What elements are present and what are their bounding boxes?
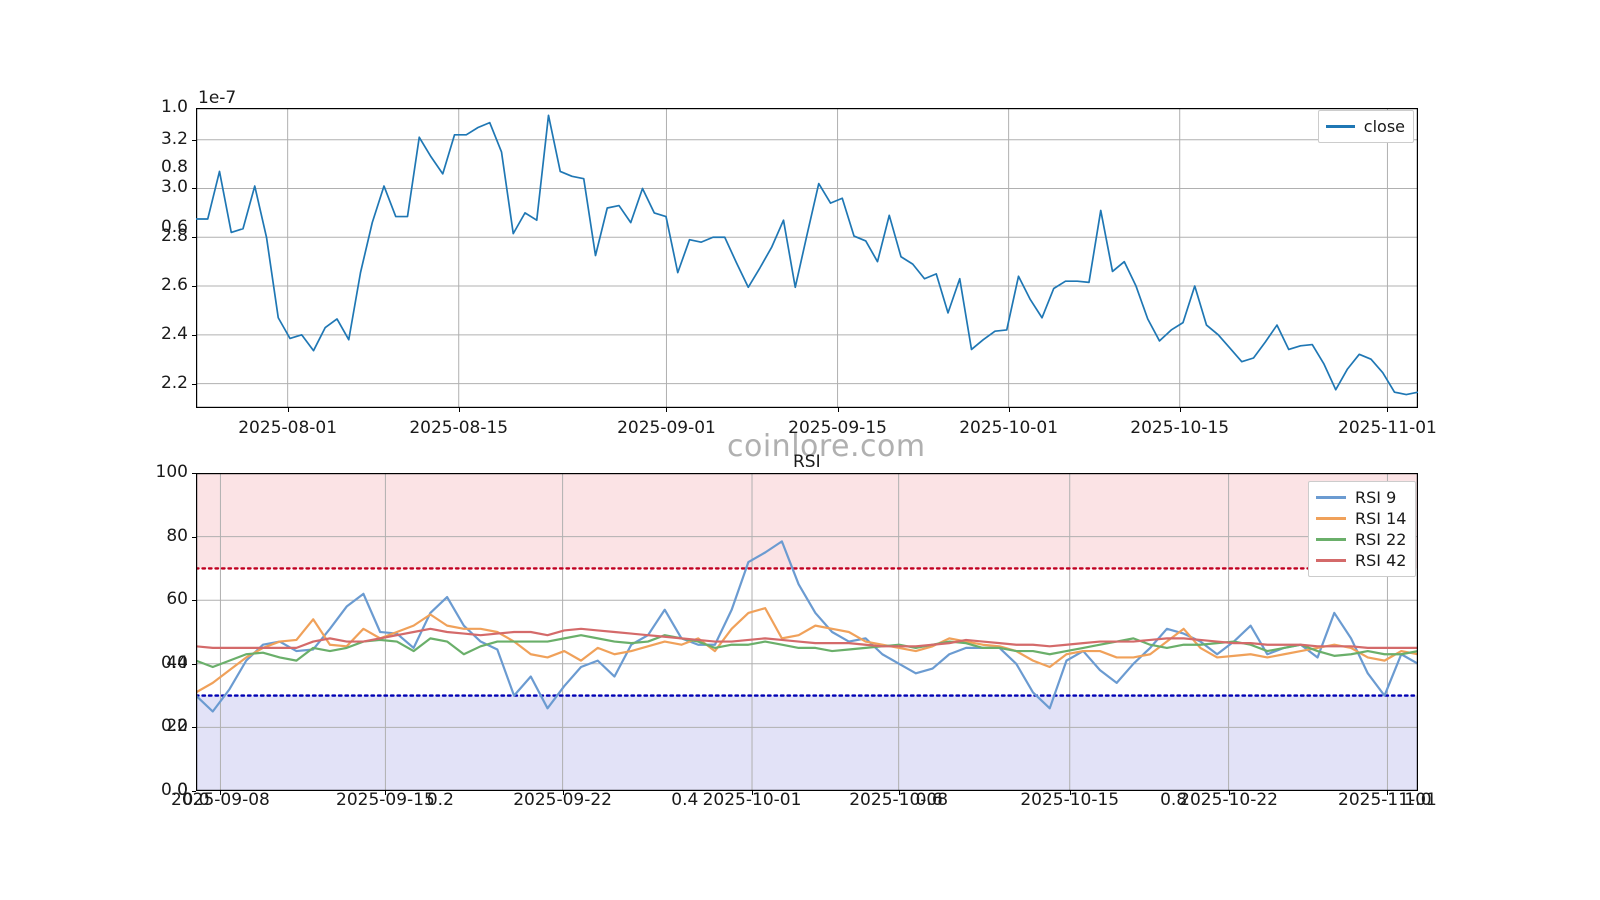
- rsi-x-tick: 2025-10-08: [849, 790, 949, 810]
- watermark: coinlore.com: [727, 429, 926, 464]
- tick-mark: [220, 791, 222, 795]
- price-y-tick: 2.2: [160, 372, 188, 393]
- tick-mark: [1387, 791, 1389, 795]
- tick-mark: [287, 408, 289, 412]
- price-y-tick: 2.8: [160, 226, 188, 247]
- price-y-tick-secondary: 1.0: [160, 97, 188, 117]
- rsi-x-tick-secondary: 0.4: [671, 790, 699, 810]
- price-legend-item[interactable]: close: [1326, 116, 1405, 137]
- tick-mark: [192, 791, 196, 792]
- legend-line-swatch-icon: [1316, 517, 1346, 520]
- rsi-x-tick-secondary: 1.0: [1404, 790, 1432, 810]
- tick-mark: [192, 383, 196, 385]
- rsi-panel-title: RSI: [793, 452, 821, 472]
- tick-mark: [192, 334, 196, 336]
- rsi-y-tick: 80: [166, 525, 188, 546]
- rsi-x-tick-secondary: 0.8: [1160, 790, 1188, 810]
- rsi-legend: RSI 9 RSI 14 RSI 22 RSI 42: [1308, 481, 1416, 577]
- legend-line-swatch-icon: [1326, 125, 1355, 128]
- tick-mark: [192, 600, 196, 602]
- rsi-x-tick: 2025-10-01: [702, 790, 802, 810]
- rsi-y-tick: 0: [177, 780, 188, 800]
- tick-mark: [192, 473, 196, 474]
- tick-mark: [562, 791, 564, 795]
- price-y-tick-secondary: 0.6: [160, 217, 188, 237]
- tick-mark: [192, 663, 196, 665]
- price-axis-offset-text: 1e-7: [198, 88, 237, 108]
- rsi-x-tick-secondary: 0.6: [915, 790, 943, 810]
- tick-mark: [1387, 408, 1389, 412]
- legend-line-swatch-icon: [1316, 496, 1346, 499]
- legend-label: RSI 14: [1355, 509, 1407, 528]
- rsi-x-tick: 2025-10-22: [1179, 790, 1278, 810]
- tick-mark: [666, 408, 668, 412]
- tick-mark: [1008, 408, 1010, 412]
- tick-mark: [192, 139, 196, 141]
- tick-mark: [1069, 791, 1071, 795]
- tick-mark: [898, 791, 900, 795]
- rsi-x-tick-secondary: 0.2: [426, 790, 454, 810]
- tick-mark: [1179, 408, 1181, 412]
- legend-line-swatch-icon: [1316, 559, 1346, 562]
- rsi-y-tick-secondary: 0.4: [160, 652, 188, 673]
- rsi-y-tick: 40: [166, 652, 188, 673]
- price-x-tick: 2025-09-15: [788, 418, 887, 438]
- tick-mark: [752, 791, 753, 795]
- tick-mark: [192, 286, 196, 288]
- rsi-legend-item[interactable]: RSI 42: [1316, 550, 1407, 571]
- rsi-y-tick-secondary: 0.0: [160, 780, 188, 800]
- rsi-x-tick: 2025-10-15: [1020, 790, 1120, 810]
- rsi-chart-panel: [196, 473, 1418, 791]
- rsi-x-tick-secondary: 0.0: [182, 790, 210, 810]
- price-x-tick: 2025-10-01: [959, 418, 1059, 438]
- legend-label: RSI 22: [1355, 530, 1407, 549]
- rsi-x-tick: 2025-09-22: [513, 790, 612, 810]
- tick-mark: [837, 408, 839, 412]
- rsi-plot-area: [196, 473, 1418, 791]
- price-chart-panel: [196, 108, 1418, 408]
- tick-mark: [458, 408, 460, 412]
- rsi-y-tick: 20: [166, 716, 188, 737]
- tick-mark: [192, 188, 196, 190]
- tick-mark: [192, 536, 196, 538]
- tick-mark: [385, 791, 387, 795]
- rsi-y-tick: 60: [166, 589, 188, 610]
- rsi-x-tick: 2025-09-08: [171, 790, 270, 810]
- price-x-tick: 2025-11-01: [1338, 418, 1437, 438]
- price-y-tick: 2.6: [160, 275, 188, 296]
- rsi-y-tick: 100: [155, 462, 188, 482]
- price-y-tick: 3.0: [160, 177, 188, 198]
- price-x-tick: 2025-08-01: [238, 418, 338, 438]
- price-x-tick: 2025-08-15: [409, 418, 509, 438]
- tick-mark: [192, 727, 196, 729]
- rsi-legend-item[interactable]: RSI 9: [1316, 487, 1407, 508]
- tick-mark: [192, 237, 196, 239]
- rsi-legend-item[interactable]: RSI 14: [1316, 508, 1407, 529]
- legend-label: close: [1363, 117, 1405, 136]
- price-y-tick: 2.4: [160, 323, 188, 344]
- price-x-tick: 2025-10-15: [1130, 418, 1230, 438]
- price-legend: close: [1318, 110, 1414, 143]
- rsi-x-tick: 2025-11-01: [1338, 790, 1437, 810]
- rsi-x-tick: 2025-09-15: [336, 790, 435, 810]
- tick-mark: [1228, 791, 1230, 795]
- rsi-y-tick-secondary: 0.2: [160, 716, 188, 737]
- price-plot-area: [196, 108, 1418, 408]
- price-x-tick: 2025-09-01: [617, 418, 716, 438]
- rsi-legend-item[interactable]: RSI 22: [1316, 529, 1407, 550]
- legend-label: RSI 9: [1355, 488, 1397, 507]
- legend-label: RSI 42: [1355, 551, 1407, 570]
- legend-line-swatch-icon: [1316, 538, 1346, 541]
- price-y-tick-secondary: 0.8: [160, 157, 188, 177]
- price-y-tick: 3.2: [160, 128, 188, 149]
